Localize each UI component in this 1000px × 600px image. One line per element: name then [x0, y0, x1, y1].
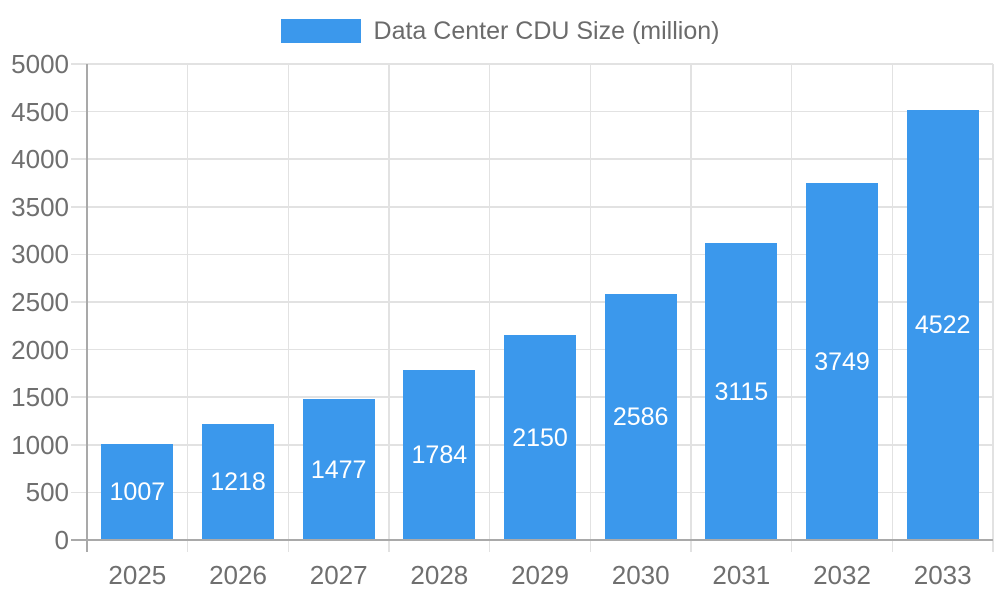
- bar-2025: [101, 444, 174, 540]
- x-axis-tick-label: 2027: [309, 560, 368, 590]
- bar-2028: [403, 370, 476, 540]
- x-gridline: [488, 64, 491, 552]
- bar-value-label: 2586: [612, 402, 669, 431]
- y-axis-tick-label: 4000: [11, 144, 69, 175]
- x-axis-tick-label: 2031: [712, 560, 771, 590]
- x-gridline: [186, 64, 189, 552]
- y-axis-tick-label: 2500: [11, 287, 69, 317]
- bar-value-label: 1784: [411, 441, 468, 470]
- y-axis-tick-label: 1500: [11, 382, 69, 413]
- x-axis-tick-label: 2033: [913, 560, 972, 590]
- y-axis-line: [86, 64, 88, 552]
- y-axis-tick-label: 0: [54, 525, 69, 555]
- x-axis-tick-label: 2030: [611, 560, 670, 590]
- bar-2030: [604, 293, 677, 540]
- y-axis-tick-label: 2000: [11, 334, 69, 365]
- x-axis-tick-label: 2028: [410, 560, 469, 590]
- y-axis-tick-label: 5000: [11, 49, 69, 79]
- y-axis-tick-label: 3000: [11, 239, 69, 270]
- x-axis-tick-label: 2025: [108, 560, 167, 590]
- y-gridline: [71, 253, 993, 256]
- y-gridline: [71, 206, 993, 208]
- bar-value-label: 3115: [714, 377, 769, 406]
- bar-value-label: 3749: [814, 347, 870, 376]
- bar-value-label: 1477: [310, 455, 367, 484]
- y-axis-tick-label: 3500: [11, 191, 69, 222]
- x-gridline: [790, 64, 793, 552]
- y-gridline: [71, 158, 993, 160]
- x-gridline: [992, 64, 994, 552]
- bar-value-label: 2150: [512, 423, 568, 452]
- y-axis-tick-label: 4500: [11, 96, 69, 127]
- y-gridline: [71, 301, 993, 303]
- bar-value-label: 1007: [109, 478, 166, 507]
- bar-2026: [202, 424, 274, 540]
- x-gridline: [589, 64, 592, 552]
- bar-2033: [906, 109, 979, 540]
- x-axis-tick-label: 2029: [511, 560, 569, 590]
- legend-swatch-icon: [280, 19, 361, 43]
- y-axis-tick-label: 1000: [11, 429, 69, 460]
- y-axis-tick-label: 500: [25, 477, 69, 508]
- y-gridline: [71, 110, 993, 113]
- x-gridline: [287, 64, 290, 552]
- bar-2032: [806, 183, 878, 540]
- legend-item[interactable]: Data Center CDU Size (million): [0, 6, 1000, 56]
- x-gridline: [891, 64, 894, 552]
- bar-value-label: 4522: [914, 310, 971, 339]
- bar-2027: [302, 399, 375, 540]
- bar-2029: [504, 335, 576, 540]
- x-axis-line: [71, 539, 993, 541]
- x-gridline: [388, 64, 390, 552]
- x-gridline: [690, 64, 692, 552]
- bar-2031: [705, 243, 778, 540]
- x-axis-tick-label: 2026: [209, 560, 267, 590]
- bar-value-label: 1218: [210, 468, 266, 497]
- y-gridline: [71, 63, 993, 65]
- legend-label: Data Center CDU Size (million): [373, 16, 720, 45]
- x-axis-tick-label: 2032: [813, 560, 871, 590]
